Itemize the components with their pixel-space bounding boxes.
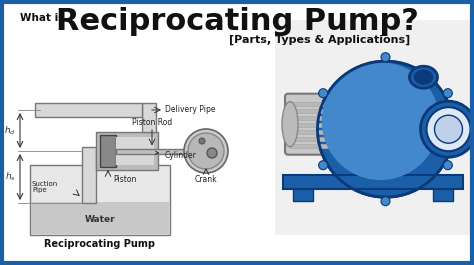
- Bar: [31, 202, 169, 234]
- Bar: [30, 165, 170, 235]
- Circle shape: [443, 161, 452, 170]
- Circle shape: [188, 133, 224, 169]
- Circle shape: [319, 89, 328, 98]
- Circle shape: [420, 101, 474, 157]
- Text: Cylinder: Cylinder: [155, 151, 197, 161]
- Bar: [275, 20, 474, 235]
- Text: Delivery Pipe: Delivery Pipe: [165, 105, 216, 114]
- Text: Water: Water: [85, 214, 115, 223]
- Bar: [290, 116, 354, 120]
- Circle shape: [443, 89, 452, 98]
- Ellipse shape: [318, 61, 454, 197]
- Text: Crank: Crank: [195, 175, 217, 184]
- Circle shape: [207, 148, 217, 158]
- Text: Suction
Pipe: Suction Pipe: [32, 180, 58, 193]
- Text: $h_d$: $h_d$: [4, 124, 16, 137]
- Bar: [283, 175, 464, 189]
- Text: Piston: Piston: [113, 175, 137, 184]
- Bar: [82, 147, 96, 203]
- Bar: [290, 144, 354, 148]
- Circle shape: [435, 115, 463, 143]
- Bar: [96, 132, 158, 170]
- Bar: [434, 189, 454, 201]
- Text: [Parts, Types & Applications]: [Parts, Types & Applications]: [229, 35, 410, 45]
- Circle shape: [319, 161, 328, 170]
- Bar: [116, 148, 188, 153]
- Ellipse shape: [323, 63, 438, 179]
- Ellipse shape: [282, 102, 298, 147]
- Text: Reciprocating Pump: Reciprocating Pump: [45, 239, 155, 249]
- Text: Reciprocating Pump?: Reciprocating Pump?: [55, 7, 419, 36]
- Bar: [142, 103, 156, 132]
- Bar: [116, 137, 154, 165]
- Circle shape: [199, 138, 205, 144]
- FancyBboxPatch shape: [285, 94, 359, 155]
- Circle shape: [381, 197, 390, 206]
- Bar: [290, 123, 354, 127]
- Text: Piston Rod: Piston Rod: [132, 118, 172, 127]
- Bar: [290, 109, 354, 113]
- Bar: [290, 130, 354, 134]
- Bar: [100, 135, 116, 167]
- Ellipse shape: [414, 70, 432, 84]
- Ellipse shape: [410, 66, 438, 88]
- Bar: [35, 103, 142, 117]
- Circle shape: [427, 107, 471, 151]
- Bar: [290, 102, 354, 106]
- Bar: [354, 116, 370, 132]
- Circle shape: [184, 129, 228, 173]
- Text: $h_s$: $h_s$: [5, 171, 16, 183]
- Circle shape: [381, 53, 390, 62]
- Bar: [290, 137, 354, 141]
- Bar: [293, 189, 313, 201]
- Text: What is: What is: [20, 13, 64, 23]
